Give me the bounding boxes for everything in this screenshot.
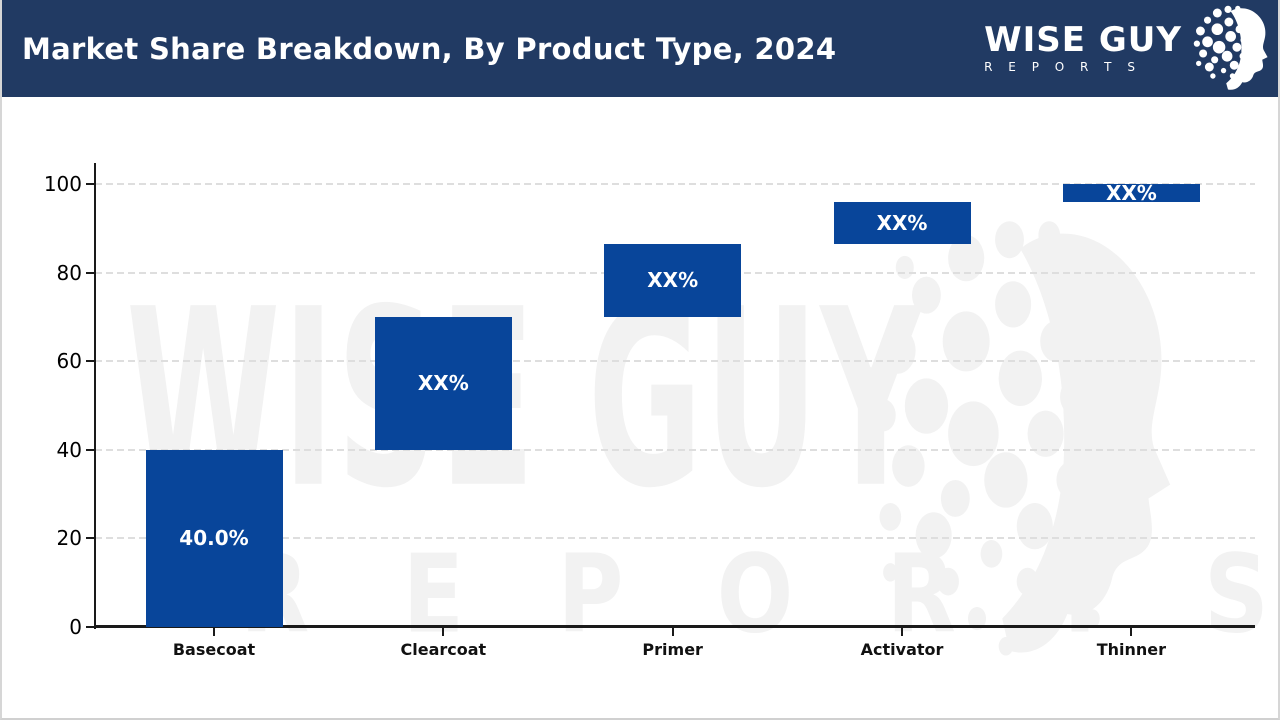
- bar-value-label: XX%: [876, 210, 928, 235]
- bar-value-label: 40.0%: [179, 526, 249, 551]
- y-tick-label: 100: [43, 172, 82, 196]
- bar-thinner: XX%: [1062, 180, 1200, 205]
- brand-logo-text: WISE GUY R E P O R T S: [984, 23, 1182, 74]
- head-profile: [1002, 233, 1171, 653]
- y-tick-mark: [86, 183, 95, 185]
- gridline: [95, 183, 1255, 185]
- x-tick-mark: [901, 628, 904, 636]
- brand-logo: WISE GUY R E P O R T S: [984, 4, 1268, 94]
- x-axis-label: Basecoat: [172, 640, 256, 659]
- x-axis-label: Primer: [642, 640, 703, 659]
- x-axis-label: Activator: [860, 640, 944, 659]
- y-tick-mark: [86, 360, 95, 363]
- brand-name: WISE GUY: [984, 20, 1182, 60]
- x-tick-mark: [671, 628, 674, 636]
- y-tick-mark: [86, 448, 95, 451]
- bar-activator: XX%: [833, 201, 971, 244]
- header-bar: Market Share Breakdown, By Product Type,…: [2, 0, 1278, 97]
- bar-value-label: XX%: [417, 371, 469, 396]
- chart-title: Market Share Breakdown, By Product Type,…: [22, 31, 837, 66]
- x-axis-label: Thinner: [1096, 640, 1167, 659]
- x-axis-label: Clearcoat: [400, 640, 487, 659]
- y-tick-label: 80: [56, 260, 82, 285]
- bar-primer: XX%: [604, 243, 742, 317]
- gridline: [95, 448, 1255, 451]
- brand-subtitle: R E P O R T S: [984, 60, 1141, 74]
- x-axis-line: [94, 625, 1255, 628]
- y-tick-mark: [86, 271, 95, 274]
- y-tick-mark: [86, 537, 95, 540]
- brand-head-icon: [1193, 5, 1268, 90]
- bar-basecoat: 40.0%: [145, 449, 283, 627]
- gridline: [95, 537, 1255, 540]
- x-tick-mark: [1130, 628, 1133, 636]
- bar-value-label: XX%: [1105, 180, 1157, 205]
- y-tick-label: 60: [56, 349, 82, 374]
- y-tick-label: 0: [69, 615, 82, 639]
- x-tick-mark: [442, 628, 445, 636]
- y-tick-label: 20: [56, 526, 82, 551]
- x-tick-mark: [213, 628, 215, 636]
- y-axis-line: [94, 163, 96, 629]
- y-tick-mark: [86, 626, 95, 628]
- y-tick-label: 40: [56, 437, 82, 462]
- bar-clearcoat: XX%: [374, 316, 512, 450]
- bar-value-label: XX%: [647, 268, 699, 293]
- gridline: [95, 360, 1255, 363]
